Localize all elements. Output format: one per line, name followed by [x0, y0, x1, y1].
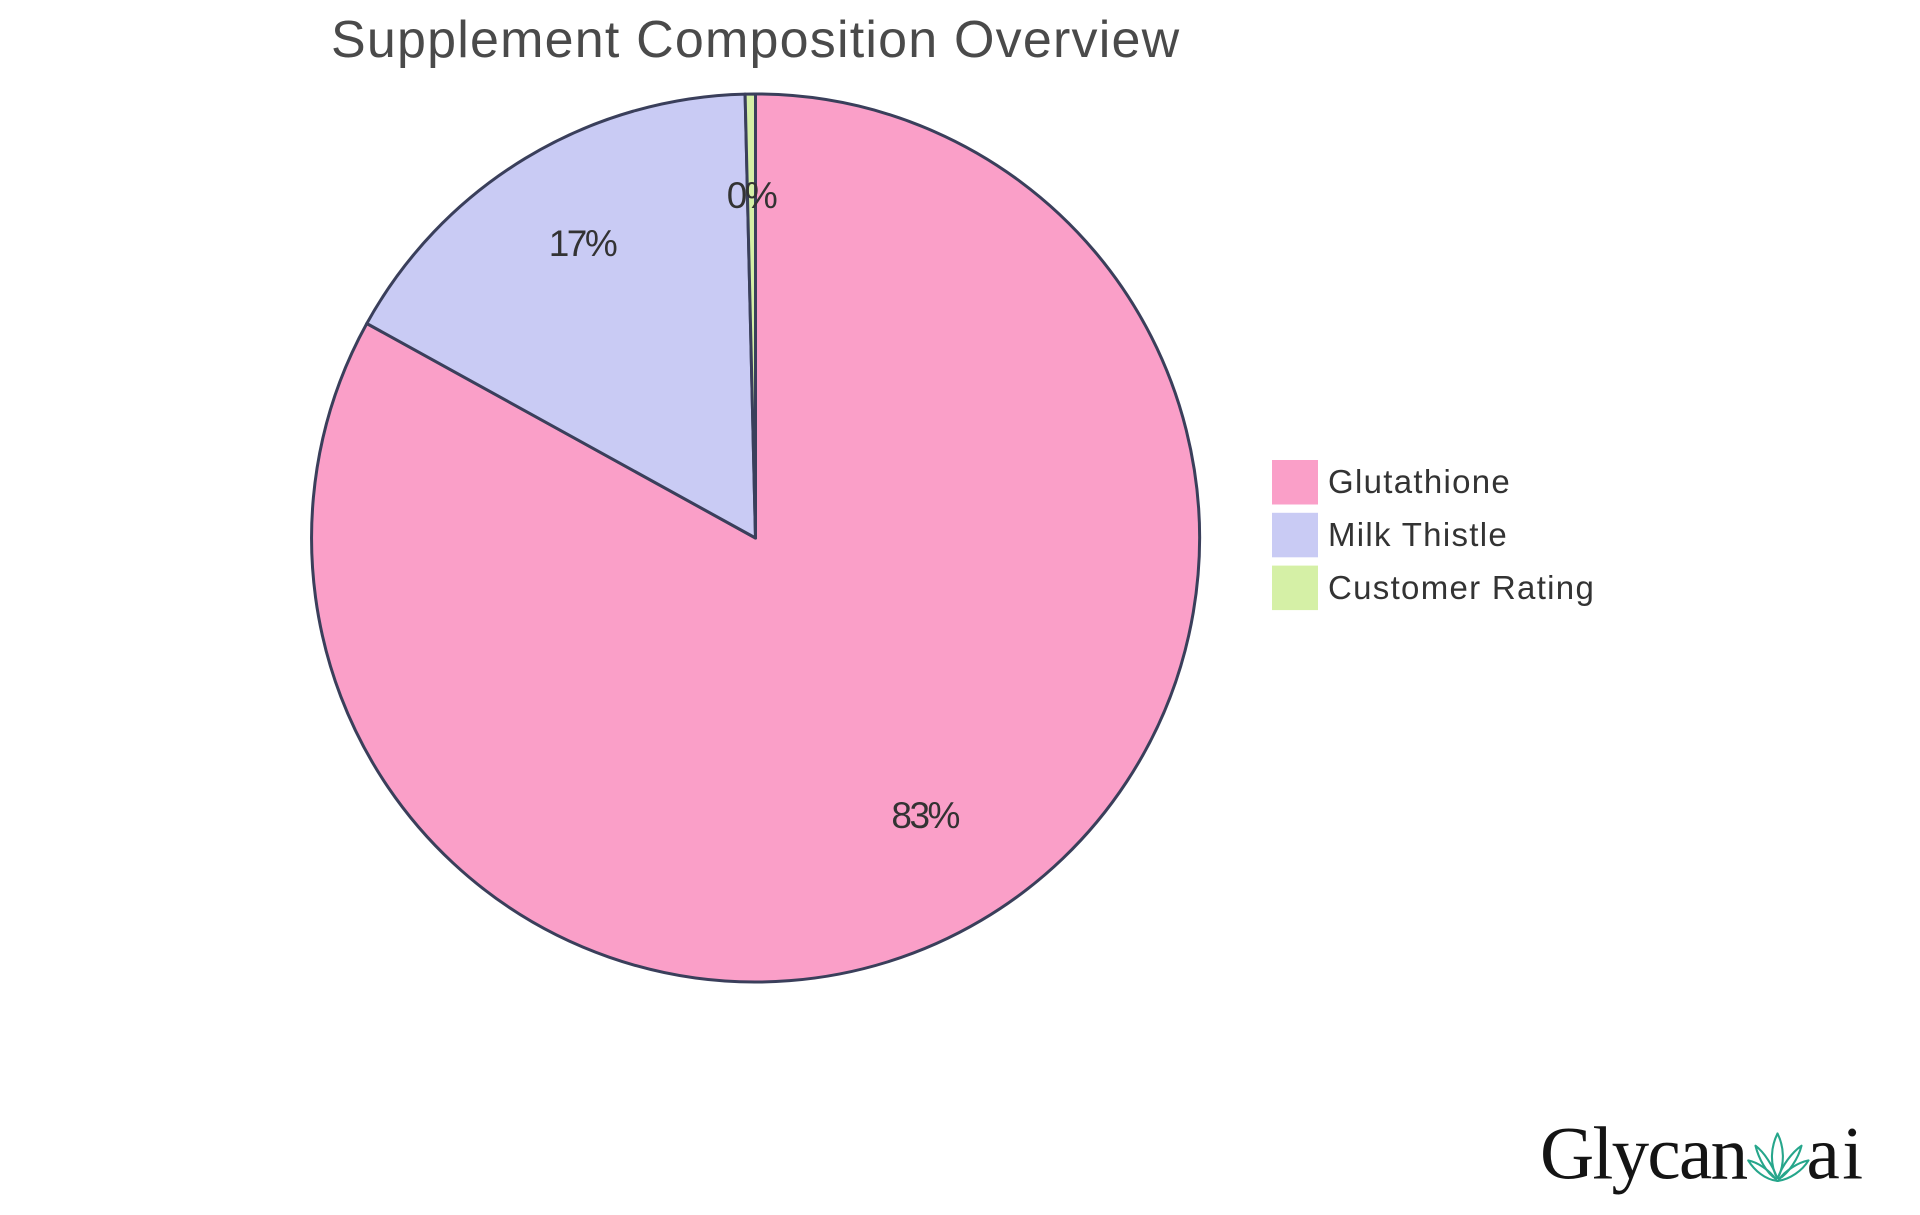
svg-text:Supplement Composition Overvie: Supplement Composition Overview [331, 11, 1180, 69]
svg-text:0%: 0% [727, 175, 777, 216]
svg-text:Milk Thistle: Milk Thistle [1328, 516, 1508, 553]
svg-text:17%: 17% [549, 223, 617, 264]
svg-text:Glycan: Glycan [1540, 1113, 1748, 1196]
svg-text:Customer Rating: Customer Rating [1328, 569, 1595, 606]
svg-text:Glutathione: Glutathione [1328, 463, 1511, 500]
svg-text:83%: 83% [891, 795, 959, 836]
svg-text:ai: ai [1807, 1113, 1866, 1196]
